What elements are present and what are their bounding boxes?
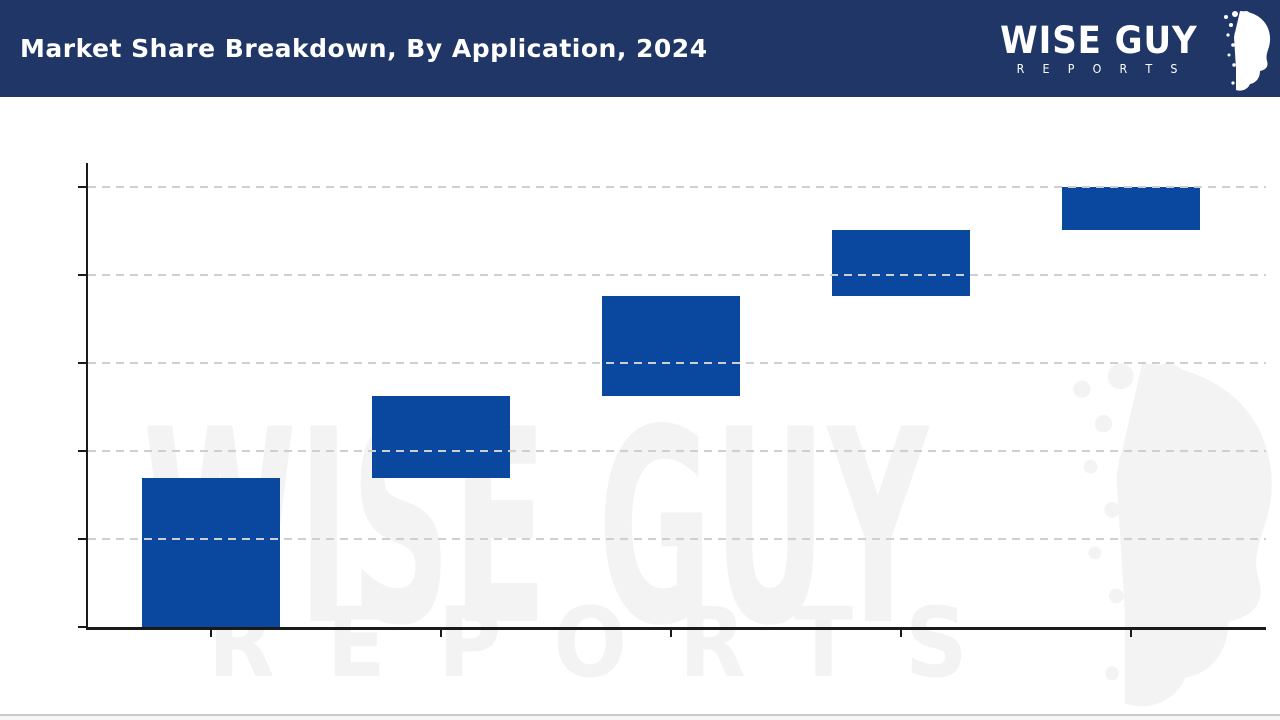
y-tick-mark	[78, 626, 86, 628]
y-tick-mark	[78, 186, 86, 188]
header: Market Share Breakdown, By Application, …	[0, 0, 1280, 97]
bar-segment-banking	[142, 478, 280, 627]
y-axis-line	[86, 163, 88, 630]
watermark-subtext: REPORTS	[208, 587, 1020, 699]
gridline-80	[88, 274, 1266, 276]
dotted-head-profile-icon	[1224, 10, 1271, 91]
logo-wordmark: WISE GUY	[1000, 18, 1198, 62]
x-tick-mark	[1130, 630, 1132, 637]
x-tick-mark	[670, 630, 672, 637]
x-axis-line	[86, 627, 1266, 630]
gridline-60	[88, 362, 1266, 364]
waterfall-chart: WISE GUY REPORTS	[0, 97, 1280, 716]
x-tick-mark	[440, 630, 442, 637]
brand-logo: WISE GUY R E P O R T S	[983, 7, 1272, 91]
y-tick-mark	[78, 450, 86, 452]
logo-subtext: R E P O R T S	[1017, 61, 1186, 76]
brand-logo-text: WISE GUY R E P O R T S	[1001, 22, 1198, 76]
x-tick-mark	[900, 630, 902, 637]
bottom-border	[0, 714, 1280, 720]
gridline-100	[88, 186, 1266, 188]
x-tick-mark	[210, 630, 212, 637]
bar-segment-identity-verification	[372, 395, 510, 479]
page-title: Market Share Breakdown, By Application, …	[20, 34, 708, 63]
y-tick-mark	[78, 538, 86, 540]
bar-segment-healthcare	[832, 230, 970, 297]
bar-segment-transportation	[1062, 187, 1200, 231]
y-tick-mark	[78, 274, 86, 276]
bar-segment-telecommunications	[602, 296, 740, 396]
y-tick-mark	[78, 362, 86, 364]
gridline-20	[88, 538, 1266, 540]
dotted-head-profile-watermark	[1073, 363, 1272, 707]
gridline-40	[88, 450, 1266, 452]
